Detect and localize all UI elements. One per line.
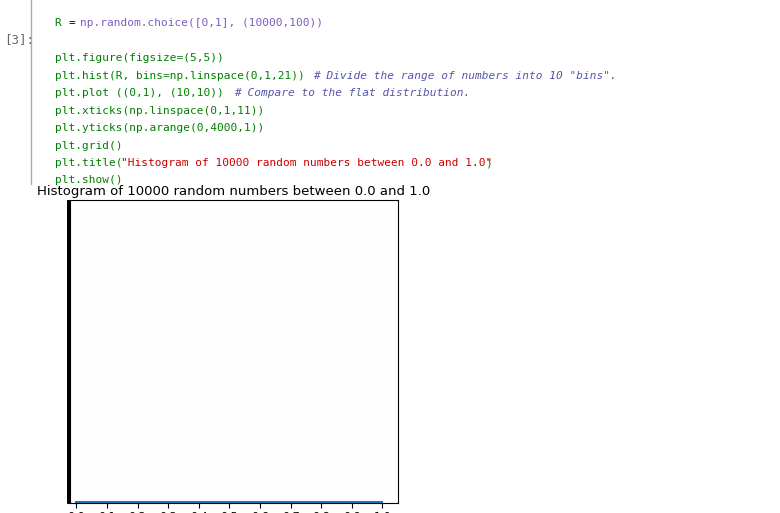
Text: ): ) xyxy=(485,158,492,168)
Text: plt.title(: plt.title( xyxy=(55,158,122,168)
Text: "Histogram of 10000 random numbers between 0.0 and 1.0": "Histogram of 10000 random numbers betwe… xyxy=(121,158,492,168)
Text: plt.figure(figsize=(5,5)): plt.figure(figsize=(5,5)) xyxy=(55,53,223,63)
Text: np.random.choice([0,1], (10000,100)): np.random.choice([0,1], (10000,100)) xyxy=(80,18,324,28)
Text: plt.show(): plt.show() xyxy=(55,175,122,185)
Text: [3]:: [3]: xyxy=(4,33,34,46)
Text: # Compare to the flat distribution.: # Compare to the flat distribution. xyxy=(234,88,470,98)
Text: plt.yticks(np.arange(0,4000,1)): plt.yticks(np.arange(0,4000,1)) xyxy=(55,123,264,133)
Text: R: R xyxy=(55,18,68,28)
Text: =: = xyxy=(69,18,82,28)
Text: plt.plot ((0,1), (10,10)): plt.plot ((0,1), (10,10)) xyxy=(55,88,237,98)
Title: Histogram of 10000 random numbers between 0.0 and 1.0: Histogram of 10000 random numbers betwee… xyxy=(37,185,431,198)
Text: plt.hist(R, bins=np.linspace(0,1,21)): plt.hist(R, bins=np.linspace(0,1,21)) xyxy=(55,71,318,81)
Text: plt.xticks(np.linspace(0,1,11)): plt.xticks(np.linspace(0,1,11)) xyxy=(55,106,264,115)
Text: # Divide the range of numbers into 10 "bins".: # Divide the range of numbers into 10 "b… xyxy=(314,71,617,81)
Text: plt.grid(): plt.grid() xyxy=(55,141,122,150)
